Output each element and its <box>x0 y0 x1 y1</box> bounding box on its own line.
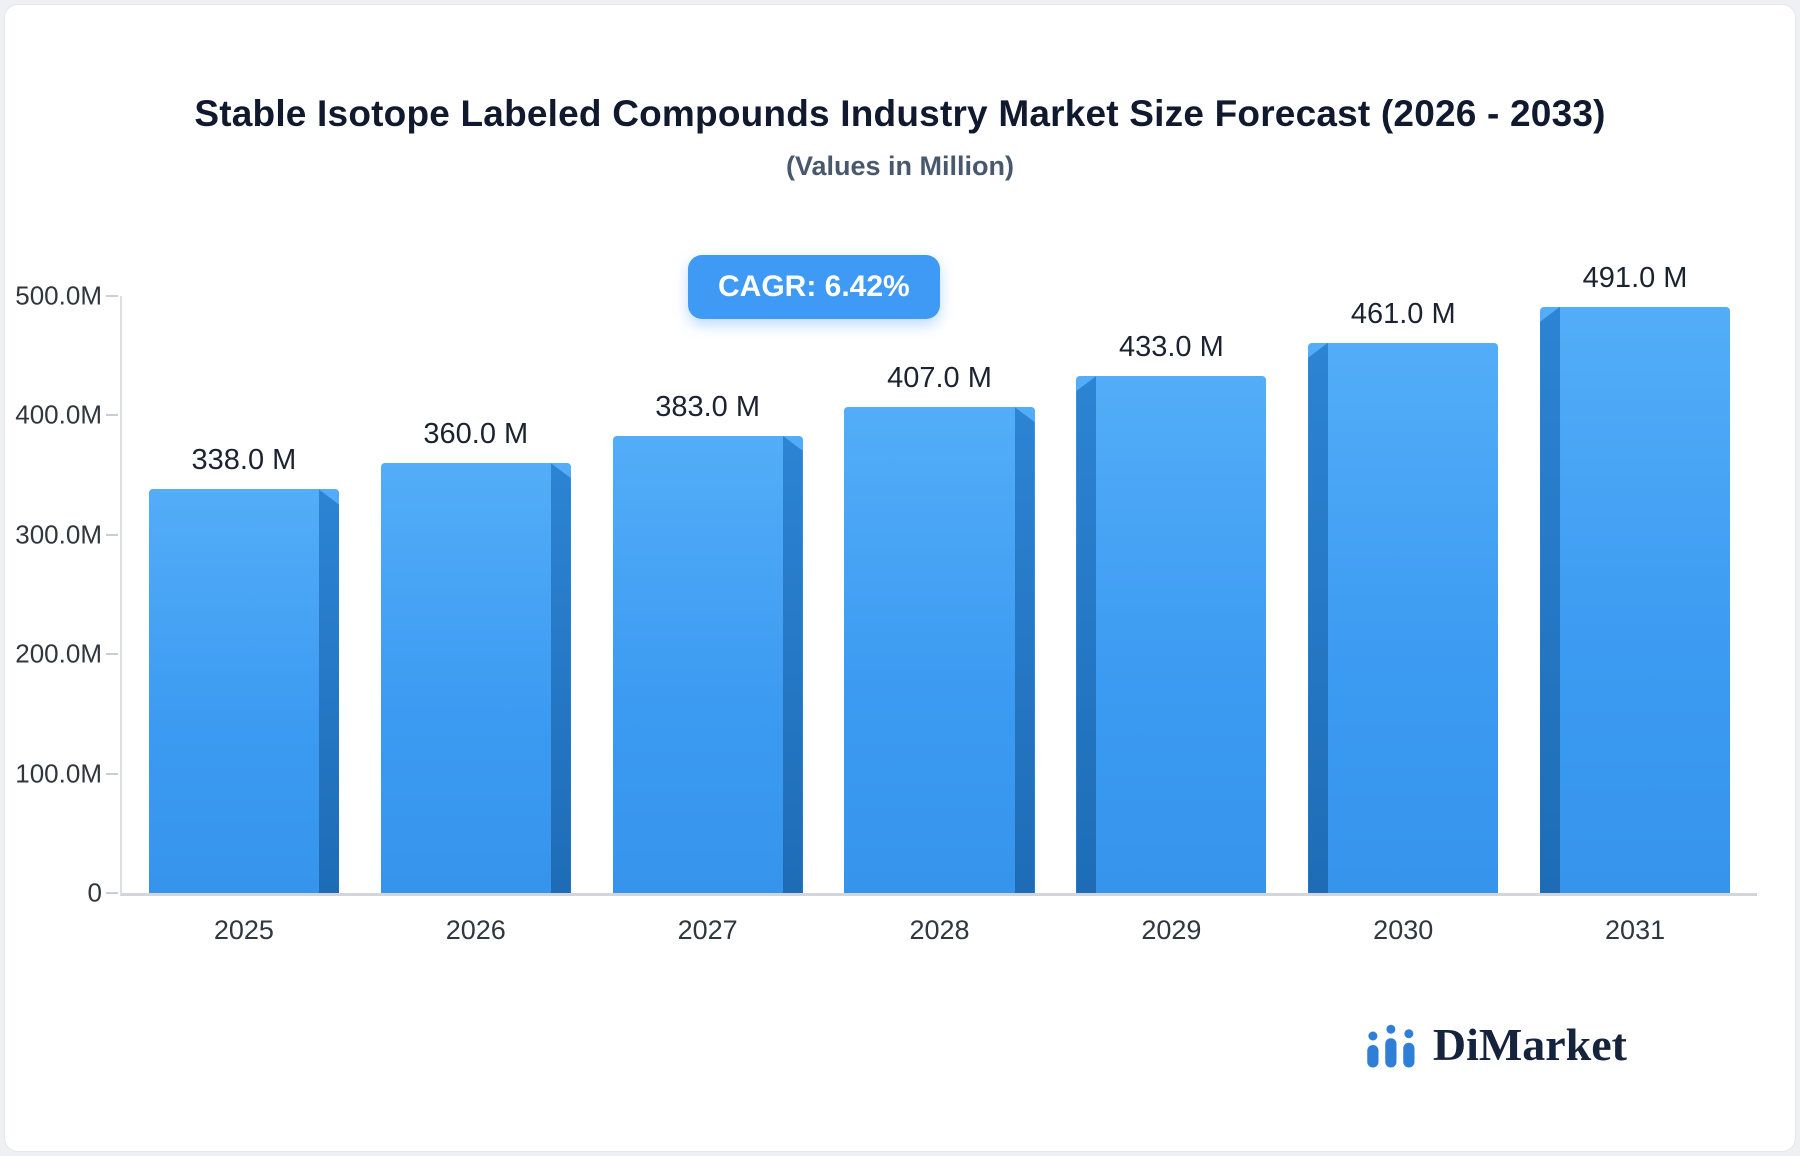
bars: 338.0 M 2025 360.0 M 2026 383.0 M 2027 407.0 M… <box>122 262 1757 945</box>
x-axis-label: 2026 <box>445 915 506 945</box>
chart-subtitle: (Values in Million) <box>785 151 1015 181</box>
y-axis-tick-label: 400.0M <box>15 399 102 430</box>
bar-side-shade <box>1540 306 1561 893</box>
bar-value-label: 360.0 M <box>423 418 529 451</box>
y-axis-tick-label: 0 <box>87 877 102 908</box>
bar-2029: 433.0 M <box>1076 331 1267 893</box>
bar-side-shade <box>1014 407 1035 893</box>
bar-value-label: 491.0 M <box>1582 261 1688 294</box>
plot-area: 338.0 M 2025 360.0 M 2026 383.0 M 2027 407.0 M… <box>15 262 1757 945</box>
y-axis-tick-mark <box>106 892 118 894</box>
y-axis-tick-label: 100.0M <box>15 758 102 789</box>
bar-slot: 433.0 M 2029 <box>1055 296 1287 945</box>
bar-side-shade <box>1308 342 1329 893</box>
bar-chart-logo-icon <box>1365 1020 1419 1070</box>
bar-slot: 407.0 M 2028 <box>824 296 1056 945</box>
bar-2025: 338.0 M <box>148 444 339 893</box>
y-axis-tick-mark <box>106 295 118 297</box>
x-axis-label: 2031 <box>1605 915 1666 945</box>
bar-value-label: 338.0 M <box>191 444 297 477</box>
bar-slot: 338.0 M 2025 <box>128 296 360 945</box>
bar-side-shade <box>318 489 339 893</box>
brand-logo: DiMarket <box>1365 1018 1627 1071</box>
cagr-badge: CAGR: 6.42% <box>688 255 940 319</box>
bar-2031: 491.0 M <box>1540 262 1731 893</box>
bar-value-label: 407.0 M <box>887 362 992 395</box>
y-axis-tick-mark <box>106 414 118 417</box>
y-axis-tick-label: 200.0M <box>15 638 102 669</box>
y-axis-tick-mark <box>106 653 118 656</box>
bar-2028: 407.0 M <box>844 362 1035 893</box>
chart-title: Stable Isotope Labeled Compounds Industr… <box>194 93 1606 134</box>
brand-logo-text: DiMarket <box>1432 1019 1627 1070</box>
chart-header: Stable Isotope Labeled Compounds Industr… <box>5 93 1795 182</box>
y-axis-tick-mark <box>106 772 118 775</box>
bar-side-shade <box>1076 376 1097 893</box>
bar-value-label: 383.0 M <box>655 390 761 423</box>
x-axis-label: 2025 <box>213 915 274 945</box>
y-axis-tick-mark <box>106 533 118 536</box>
bar-2027: 383.0 M <box>612 391 803 893</box>
x-axis-label: 2030 <box>1373 915 1434 945</box>
y-axis-tick-label: 300.0M <box>15 519 102 550</box>
x-axis-label: 2028 <box>909 915 970 945</box>
bar-value-label: 461.0 M <box>1350 297 1456 330</box>
x-axis-label: 2027 <box>677 915 738 945</box>
bar-slot: 360.0 M 2026 <box>360 296 592 945</box>
bar-slot: 383.0 M 2027 <box>592 296 824 945</box>
bar-2026: 360.0 M <box>380 418 571 893</box>
bar-slot: 461.0 M 2030 <box>1287 296 1519 945</box>
bar-side-shade <box>550 463 571 893</box>
x-axis-label: 2029 <box>1141 915 1202 945</box>
bar-value-label: 433.0 M <box>1118 331 1224 363</box>
chart-card: Stable Isotope Labeled Compounds Industr… <box>4 4 1796 1152</box>
bar-slot: 491.0 M 2031 <box>1519 262 1751 945</box>
bar-2030: 461.0 M <box>1308 298 1499 893</box>
bar-side-shade <box>782 435 803 893</box>
y-axis-tick-label: 500.0M <box>15 280 102 311</box>
